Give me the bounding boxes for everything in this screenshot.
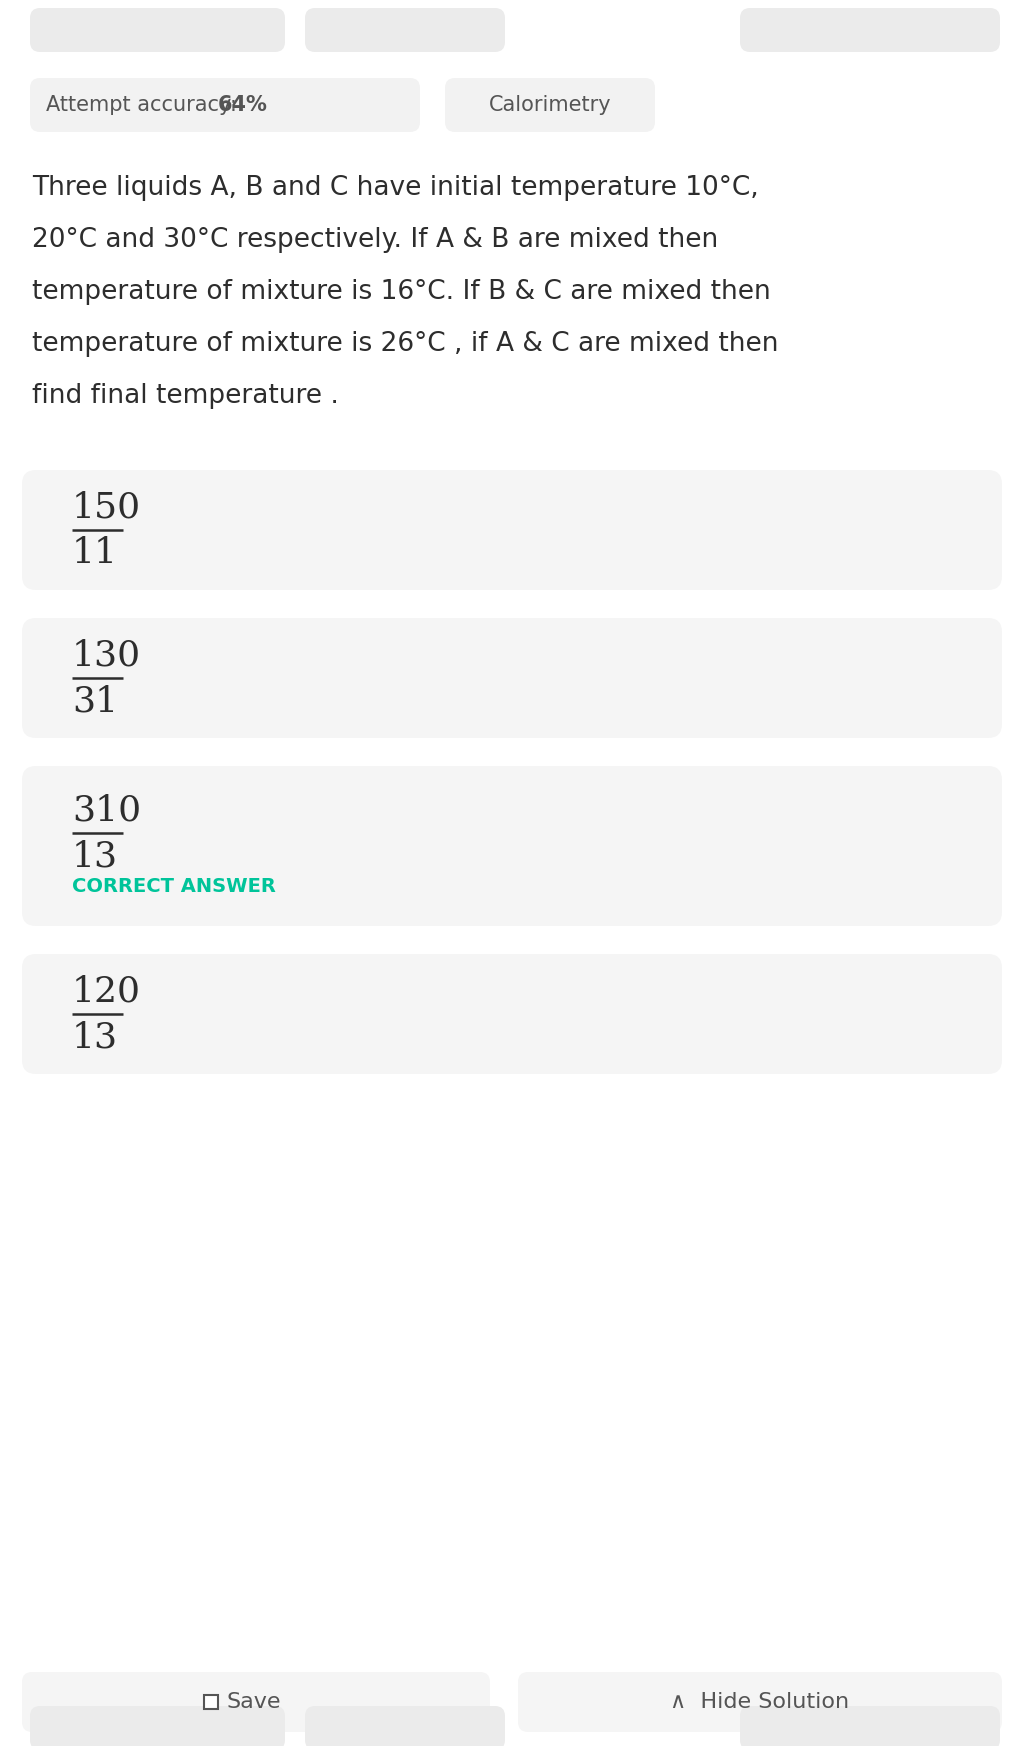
- FancyBboxPatch shape: [22, 618, 1002, 739]
- Text: 64%: 64%: [218, 94, 268, 115]
- Text: CORRECT ANSWER: CORRECT ANSWER: [72, 876, 275, 896]
- Text: Attempt accuracy:: Attempt accuracy:: [46, 94, 244, 115]
- Text: Save: Save: [226, 1692, 281, 1713]
- FancyBboxPatch shape: [30, 1706, 285, 1746]
- FancyBboxPatch shape: [22, 1673, 490, 1732]
- Text: 120: 120: [72, 974, 141, 1007]
- Text: find final temperature .: find final temperature .: [32, 382, 339, 409]
- Text: 31: 31: [72, 684, 118, 718]
- Text: temperature of mixture is 26°C , if A & C are mixed then: temperature of mixture is 26°C , if A & …: [32, 332, 778, 356]
- FancyBboxPatch shape: [30, 79, 420, 133]
- FancyBboxPatch shape: [305, 9, 505, 52]
- FancyBboxPatch shape: [30, 9, 285, 52]
- FancyBboxPatch shape: [445, 79, 655, 133]
- FancyBboxPatch shape: [22, 953, 1002, 1074]
- Text: 13: 13: [72, 840, 118, 873]
- Text: 13: 13: [72, 1020, 118, 1055]
- Text: 20°C and 30°C respectively. If A & B are mixed then: 20°C and 30°C respectively. If A & B are…: [32, 227, 718, 253]
- Text: 11: 11: [72, 536, 118, 569]
- Text: Calorimetry: Calorimetry: [488, 94, 611, 115]
- Text: temperature of mixture is 16°C. If B & C are mixed then: temperature of mixture is 16°C. If B & C…: [32, 279, 771, 306]
- FancyBboxPatch shape: [22, 470, 1002, 590]
- Text: 130: 130: [72, 637, 141, 672]
- FancyBboxPatch shape: [740, 9, 1000, 52]
- Bar: [204, 1695, 218, 1709]
- FancyBboxPatch shape: [518, 1673, 1002, 1732]
- Text: Three liquids A, B and C have initial temperature 10°C,: Three liquids A, B and C have initial te…: [32, 175, 759, 201]
- Text: ∧  Hide Solution: ∧ Hide Solution: [671, 1692, 850, 1713]
- FancyBboxPatch shape: [740, 1706, 1000, 1746]
- Text: 150: 150: [72, 491, 141, 524]
- FancyBboxPatch shape: [22, 766, 1002, 925]
- FancyBboxPatch shape: [305, 1706, 505, 1746]
- Text: 310: 310: [72, 793, 141, 828]
